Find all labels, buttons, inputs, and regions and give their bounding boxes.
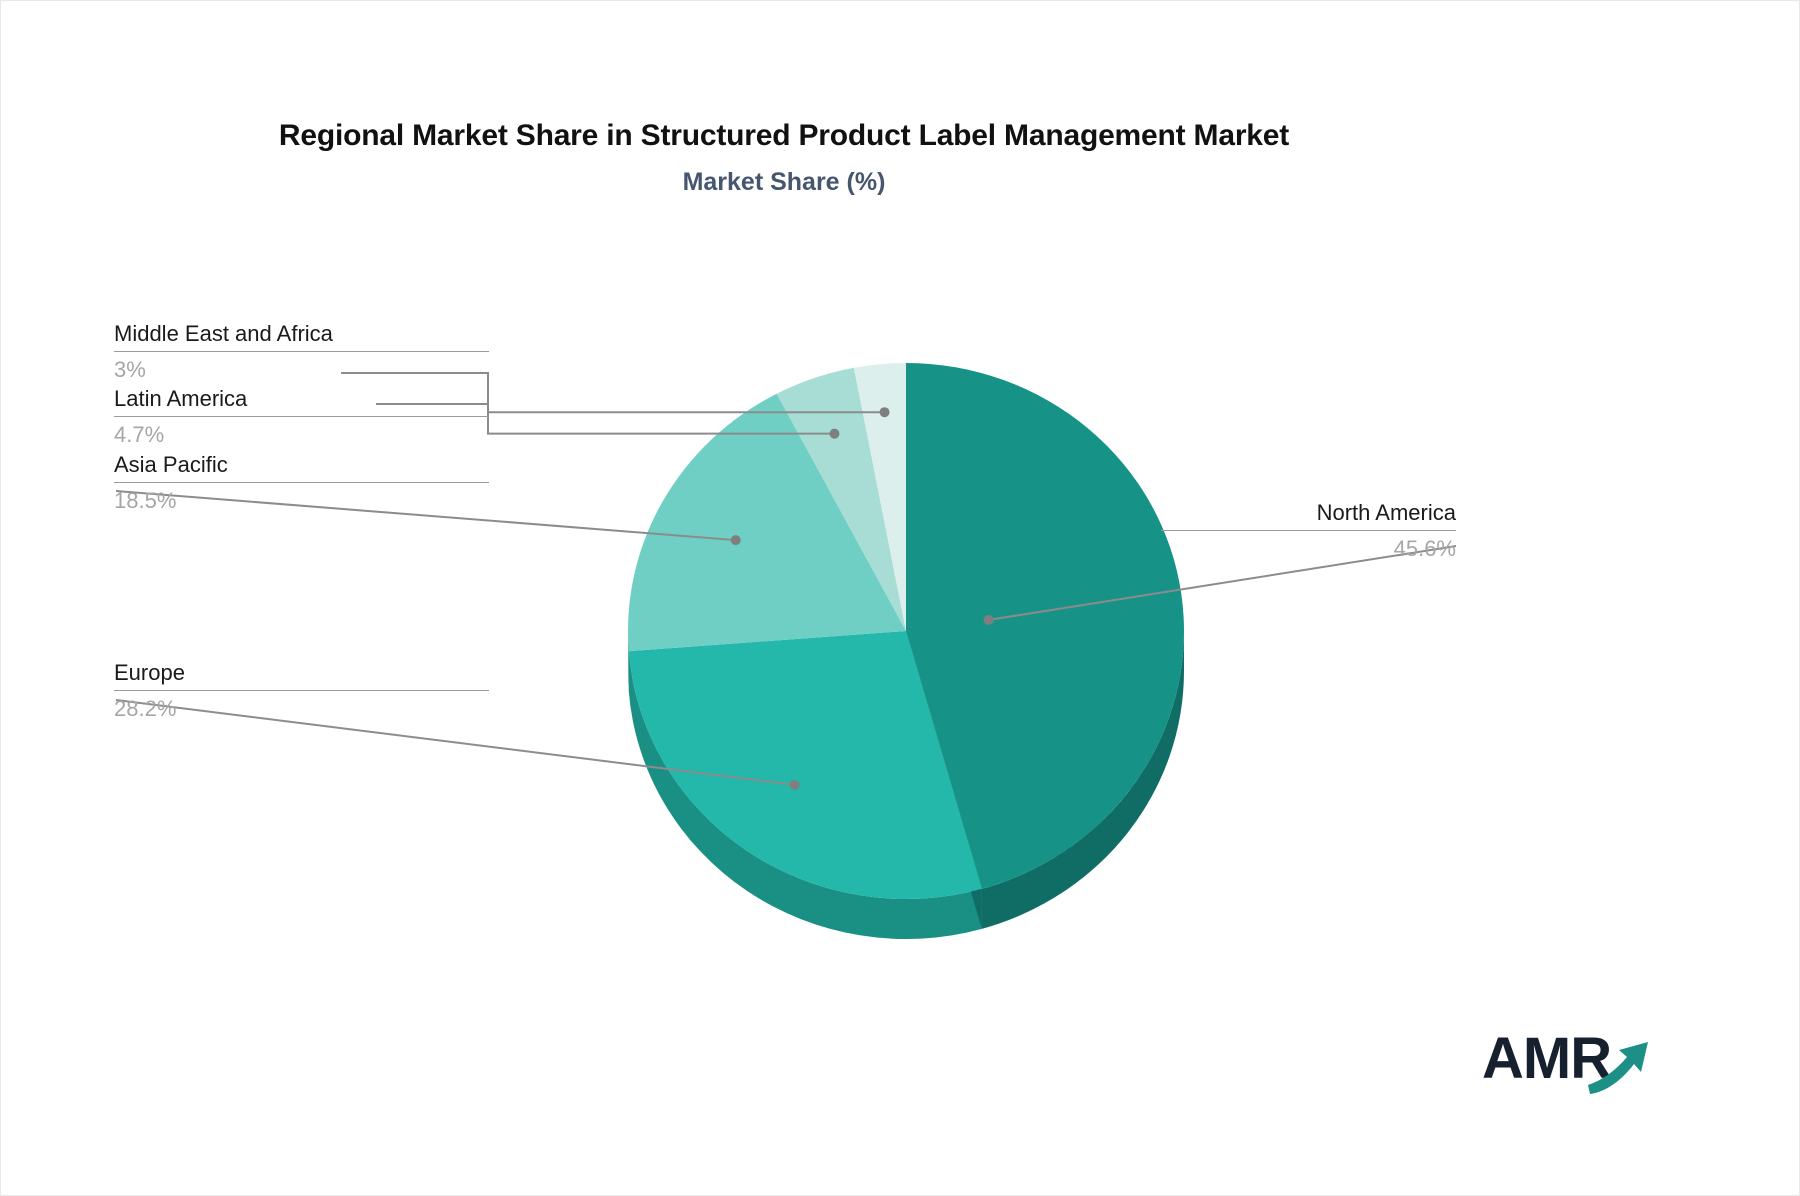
page-title: Regional Market Share in Structured Prod…: [278, 119, 1290, 152]
callout-label-latin-america: Latin America: [114, 386, 248, 411]
leader-dot-north-america: [983, 614, 994, 625]
callout-rule: [114, 416, 489, 417]
chart-subtitle: Market Share (%): [682, 168, 886, 196]
callout-north-america[interactable]: North America 45.6%: [1161, 498, 1456, 564]
callout-middle-east-and-africa[interactable]: Middle East and Africa 3%: [114, 319, 489, 385]
amr-wordmark: AMR: [1482, 1026, 1612, 1091]
callout-label-north-america: North America: [1316, 500, 1456, 525]
callout-value-asia-pacific: 18.5%: [114, 488, 177, 513]
pie-slice-side-europe: [628, 651, 982, 939]
callout-label-europe: Europe: [114, 660, 185, 685]
leader-line-latin-america: [376, 403, 835, 435]
amr-logo[interactable]: AMR: [1482, 1024, 1657, 1102]
callout-asia-pacific[interactable]: Asia Pacific 18.5%: [114, 450, 489, 516]
callout-rule: [1161, 530, 1456, 531]
pie-slice-asia-pacific[interactable]: [628, 393, 906, 652]
leader-dot-europe: [789, 779, 800, 790]
callout-label-middle-east-and-africa: Middle East and Africa: [114, 321, 333, 346]
pie-slice-europe[interactable]: [628, 631, 982, 899]
leader-line-europe: [115, 699, 795, 786]
growth-arrow-icon: [1588, 1042, 1648, 1094]
pie-slice-side-north-america: [981, 631, 1184, 929]
callout-rule: [114, 690, 489, 691]
pie-slices: [628, 363, 1185, 899]
callout-value-latin-america: 4.7%: [114, 422, 165, 447]
callout-europe[interactable]: Europe 28.2%: [114, 658, 489, 724]
pie-slice-side-asia-pacific: [628, 631, 629, 692]
callout-value-europe: 28.2%: [114, 696, 177, 721]
callout-rule: [114, 351, 489, 352]
leader-lines: [115, 372, 1457, 790]
pie-slice-middle-east-and-africa[interactable]: [853, 363, 906, 631]
leader-line-asia-pacific: [115, 490, 736, 542]
leader-dot-middle-east-and-africa: [879, 407, 890, 418]
leader-dot-latin-america: [829, 428, 840, 439]
pie-slice-north-america[interactable]: [906, 363, 1185, 889]
callout-rule: [114, 482, 489, 483]
leader-dot-asia-pacific: [730, 535, 741, 546]
callout-value-north-america: 45.6%: [1393, 536, 1456, 561]
callout-label-asia-pacific: Asia Pacific: [114, 452, 228, 477]
callout-latin-america[interactable]: Latin America 4.7%: [114, 384, 489, 450]
leader-line-middle-east-and-africa: [341, 372, 885, 414]
leader-line-north-america: [988, 545, 1457, 621]
callout-value-middle-east-and-africa: 3%: [114, 357, 146, 382]
